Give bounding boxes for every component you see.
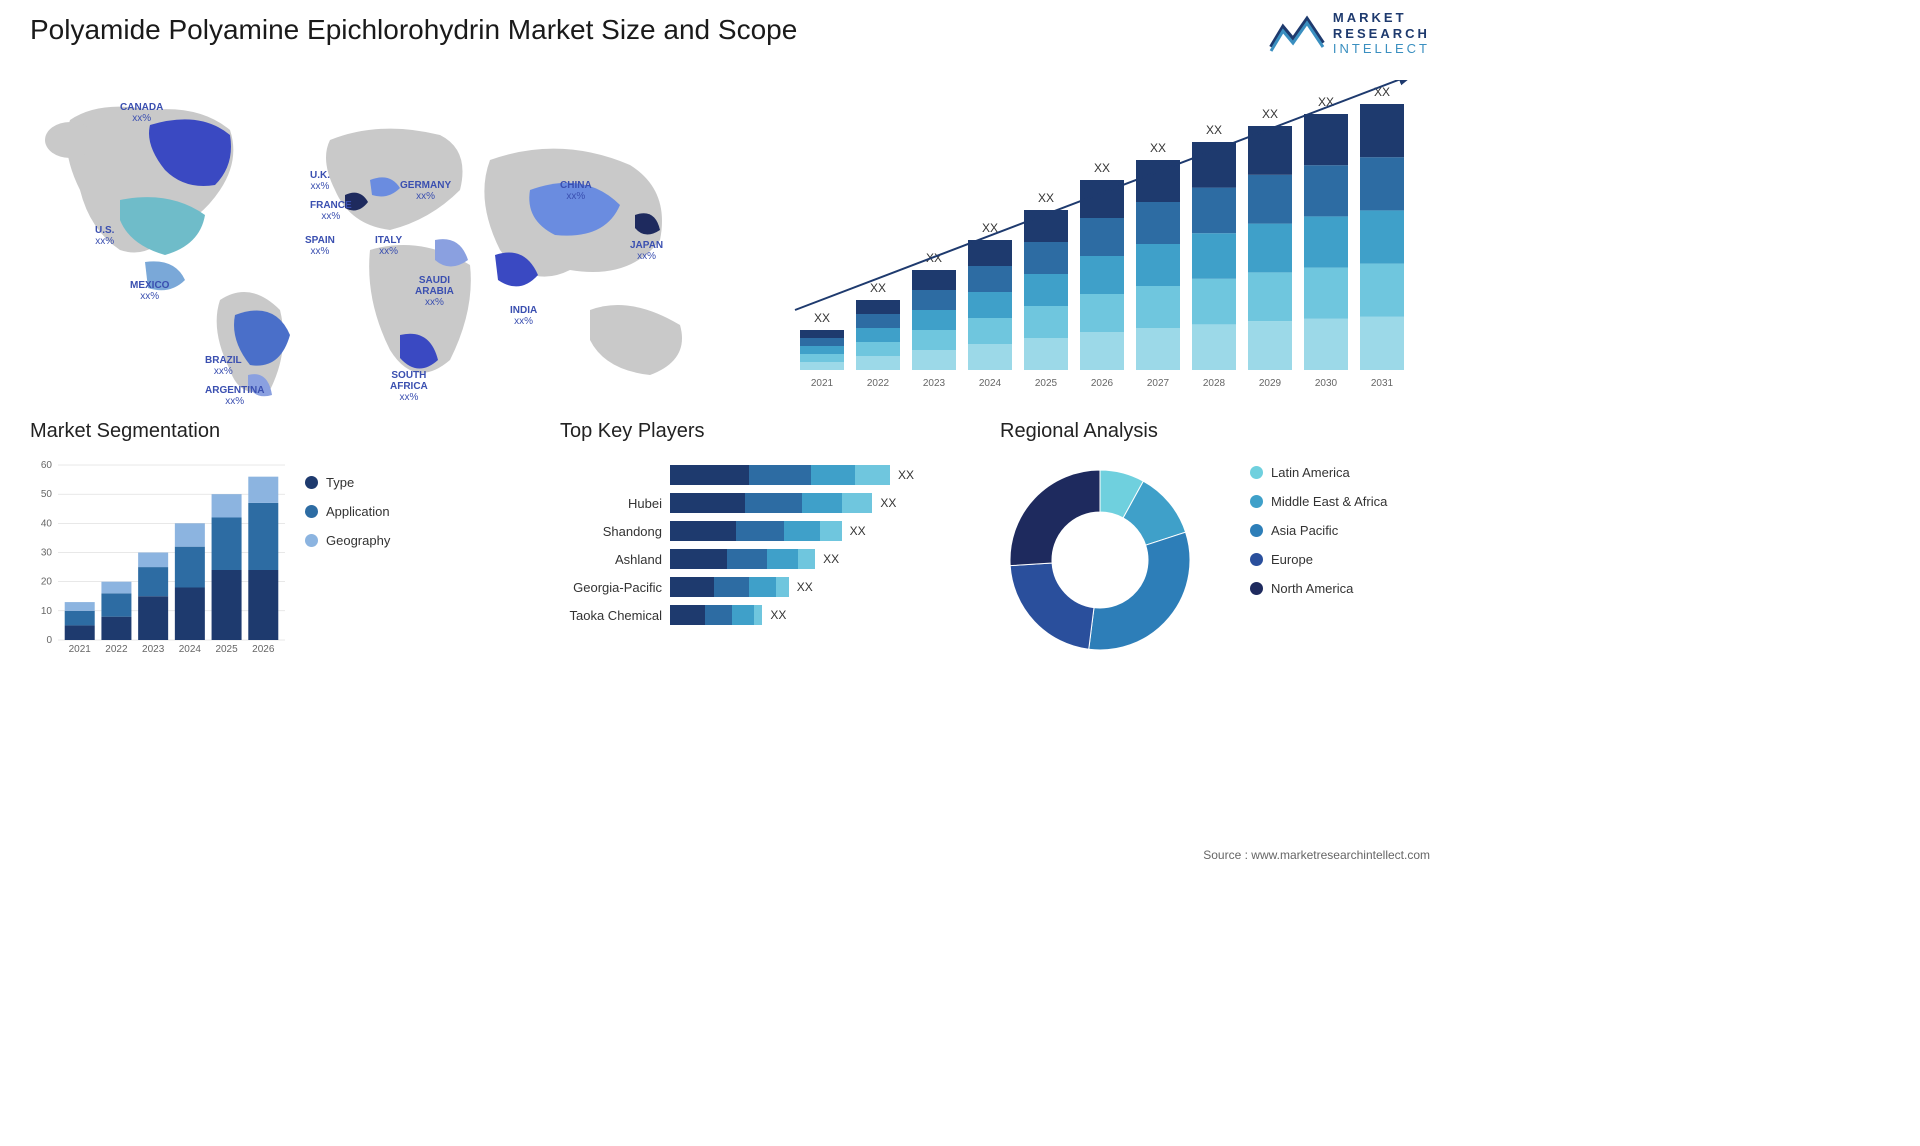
player-row: AshlandXX (560, 549, 940, 569)
regional-legend: Latin America Middle East & Africa Asia Pa… (1250, 465, 1387, 610)
player-row: HubeiXX (560, 493, 940, 513)
country-label: ITALYxx% (375, 235, 402, 257)
svg-text:60: 60 (41, 460, 53, 471)
source-attribution: Source : www.marketresearchintellect.com (1203, 848, 1430, 862)
country-label: INDIAxx% (510, 305, 537, 327)
svg-text:XX: XX (1262, 107, 1278, 121)
player-row: Taoka ChemicalXX (560, 605, 940, 625)
svg-text:0: 0 (46, 635, 52, 646)
player-label: Taoka Chemical (560, 608, 670, 623)
svg-text:20: 20 (41, 577, 53, 588)
legend-item: Latin America (1250, 465, 1387, 480)
logo-text: MARKET RESEARCH INTELLECT (1333, 10, 1430, 57)
legend-item: Asia Pacific (1250, 523, 1387, 538)
market-growth-chart: XX 2021 XX 2022 XX 2023 XX 2024 XX 2025 XX 2026 XX 20… (780, 80, 1420, 400)
svg-text:XX: XX (1150, 141, 1166, 155)
brand-logo: MARKET RESEARCH INTELLECT (1269, 10, 1430, 57)
country-label: U.S.xx% (95, 225, 114, 247)
svg-text:2026: 2026 (1091, 378, 1114, 389)
player-label: Georgia-Pacific (560, 580, 670, 595)
world-map: CANADAxx%U.S.xx%MEXICOxx%BRAZILxx%ARGENT… (30, 80, 710, 400)
player-label: Shandong (560, 524, 670, 539)
svg-text:2029: 2029 (1259, 378, 1282, 389)
svg-text:2025: 2025 (1035, 378, 1058, 389)
svg-text:2028: 2028 (1203, 378, 1226, 389)
svg-text:XX: XX (1094, 161, 1110, 175)
country-label: SOUTHAFRICAxx% (390, 370, 428, 403)
svg-text:40: 40 (41, 518, 53, 529)
segmentation-title: Market Segmentation (30, 420, 460, 443)
regional-donut (1000, 460, 1200, 660)
svg-text:2026: 2026 (252, 644, 275, 655)
country-label: SAUDIARABIAxx% (415, 275, 454, 308)
player-label: Hubei (560, 496, 670, 511)
svg-text:30: 30 (41, 548, 53, 559)
legend-item: Middle East & Africa (1250, 494, 1387, 509)
segmentation-section: Market Segmentation 0 10 20 30 40 50 60 2021 202… (30, 420, 460, 680)
svg-text:2022: 2022 (867, 378, 890, 389)
svg-text:2027: 2027 (1147, 378, 1170, 389)
country-label: BRAZILxx% (205, 355, 242, 377)
map-silhouette (30, 80, 710, 400)
page-title: Polyamide Polyamine Epichlorohydrin Mark… (30, 14, 797, 46)
regional-section: Regional Analysis Latin America Middle Ea… (1000, 420, 1430, 680)
country-label: U.K.xx% (310, 170, 330, 192)
country-label: SPAINxx% (305, 235, 335, 257)
legend-item: Geography (305, 533, 390, 548)
svg-text:2031: 2031 (1371, 378, 1394, 389)
legend-item: North America (1250, 581, 1387, 596)
country-label: GERMANYxx% (400, 180, 451, 202)
country-label: FRANCExx% (310, 200, 352, 222)
country-label: ARGENTINAxx% (205, 385, 264, 407)
players-chart: XX HubeiXX ShandongXX AshlandXX Georgia-Paci… (560, 465, 940, 633)
svg-text:XX: XX (1206, 123, 1222, 137)
svg-text:2021: 2021 (69, 644, 92, 655)
svg-text:2021: 2021 (811, 378, 834, 389)
svg-text:50: 50 (41, 489, 53, 500)
svg-text:2023: 2023 (142, 644, 165, 655)
player-label: Ashland (560, 552, 670, 567)
logo-line2: RESEARCH (1333, 26, 1430, 41)
svg-text:XX: XX (814, 311, 830, 325)
legend-item: Application (305, 504, 390, 519)
player-row: ShandongXX (560, 521, 940, 541)
player-row: Georgia-PacificXX (560, 577, 940, 597)
country-label: JAPANxx% (630, 240, 663, 262)
svg-text:2022: 2022 (105, 644, 128, 655)
player-row: XX (560, 465, 940, 485)
svg-text:2025: 2025 (215, 644, 238, 655)
country-label: CANADAxx% (120, 102, 163, 124)
svg-text:2030: 2030 (1315, 378, 1338, 389)
regional-title: Regional Analysis (1000, 420, 1430, 443)
svg-text:2023: 2023 (923, 378, 946, 389)
svg-text:XX: XX (870, 281, 886, 295)
legend-item: Type (305, 475, 390, 490)
players-title: Top Key Players (560, 420, 960, 443)
segmentation-chart: 0 10 20 30 40 50 60 2021 2022 2023 2024 2025 2026 (30, 460, 290, 660)
logo-line1: MARKET (1333, 10, 1407, 25)
svg-text:XX: XX (1038, 191, 1054, 205)
svg-text:2024: 2024 (979, 378, 1002, 389)
players-section: Top Key Players XX HubeiXX ShandongXX Ashla… (560, 420, 960, 680)
segmentation-legend: Type Application Geography (305, 475, 390, 562)
logo-icon (1269, 13, 1325, 53)
logo-line3: INTELLECT (1333, 41, 1430, 56)
growth-chart-svg: XX 2021 XX 2022 XX 2023 XX 2024 XX 2025 XX 2026 XX 20… (780, 80, 1420, 400)
country-label: MEXICOxx% (130, 280, 169, 302)
donut-svg (1000, 460, 1200, 660)
country-label: CHINAxx% (560, 180, 592, 202)
svg-text:2024: 2024 (179, 644, 202, 655)
legend-item: Europe (1250, 552, 1387, 567)
svg-text:10: 10 (41, 606, 53, 617)
